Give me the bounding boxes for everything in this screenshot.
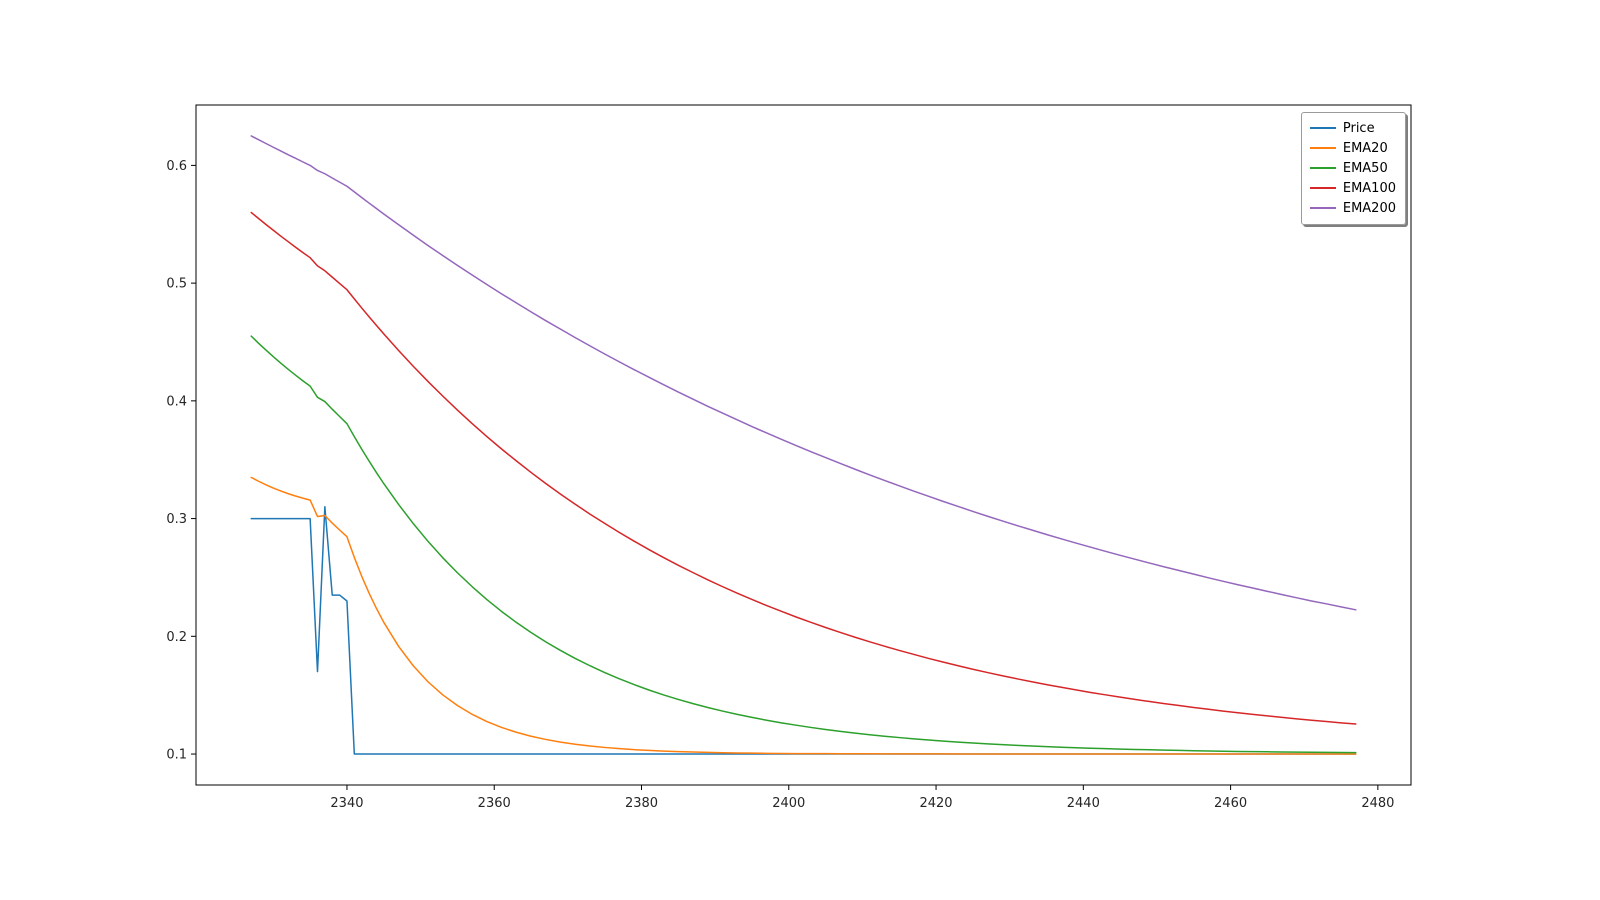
x-tick-label: 2380 [625, 796, 658, 811]
y-tick-label: 0.5 [166, 277, 187, 292]
legend-label: Price [1342, 120, 1375, 136]
x-tick-label: 2340 [330, 796, 363, 811]
series-line-ema50 [250, 335, 1357, 754]
legend-line-sample [1309, 207, 1336, 209]
legend-label: EMA100 [1342, 180, 1396, 196]
legend-item-ema20: EMA20 [1309, 138, 1396, 158]
series-line-ema100 [250, 211, 1357, 725]
legend-label: EMA200 [1342, 200, 1396, 216]
legend-item-ema200: EMA200 [1309, 198, 1396, 218]
x-tick-label: 2400 [772, 796, 805, 811]
legend-line-sample [1309, 127, 1336, 129]
series-line-ema20 [250, 476, 1357, 755]
legend-item-price: Price [1309, 118, 1396, 138]
y-tick-label: 0.4 [166, 394, 187, 409]
y-tick-label: 0.2 [166, 630, 187, 645]
legend-line-sample [1309, 147, 1336, 149]
legend-line-sample [1309, 187, 1336, 189]
x-tick-label: 2360 [478, 796, 511, 811]
axes-frame [195, 104, 1412, 786]
legend-label: EMA50 [1342, 160, 1388, 176]
legend-label: EMA20 [1342, 140, 1388, 156]
series-line-price [250, 506, 1357, 755]
legend-item-ema100: EMA100 [1309, 178, 1396, 198]
series-line-ema200 [250, 135, 1357, 611]
x-tick-label: 2420 [919, 796, 952, 811]
x-tick-label: 2480 [1361, 796, 1394, 811]
x-tick-label: 2460 [1214, 796, 1247, 811]
y-tick-label: 0.1 [166, 748, 187, 763]
y-tick-label: 0.6 [166, 159, 187, 174]
y-tick-label: 0.3 [166, 512, 187, 527]
x-tick-label: 2440 [1067, 796, 1100, 811]
legend: Price EMA20 EMA50 EMA100 EMA200 [1300, 112, 1406, 225]
legend-line-sample [1309, 167, 1336, 169]
legend-item-ema50: EMA50 [1309, 158, 1396, 178]
